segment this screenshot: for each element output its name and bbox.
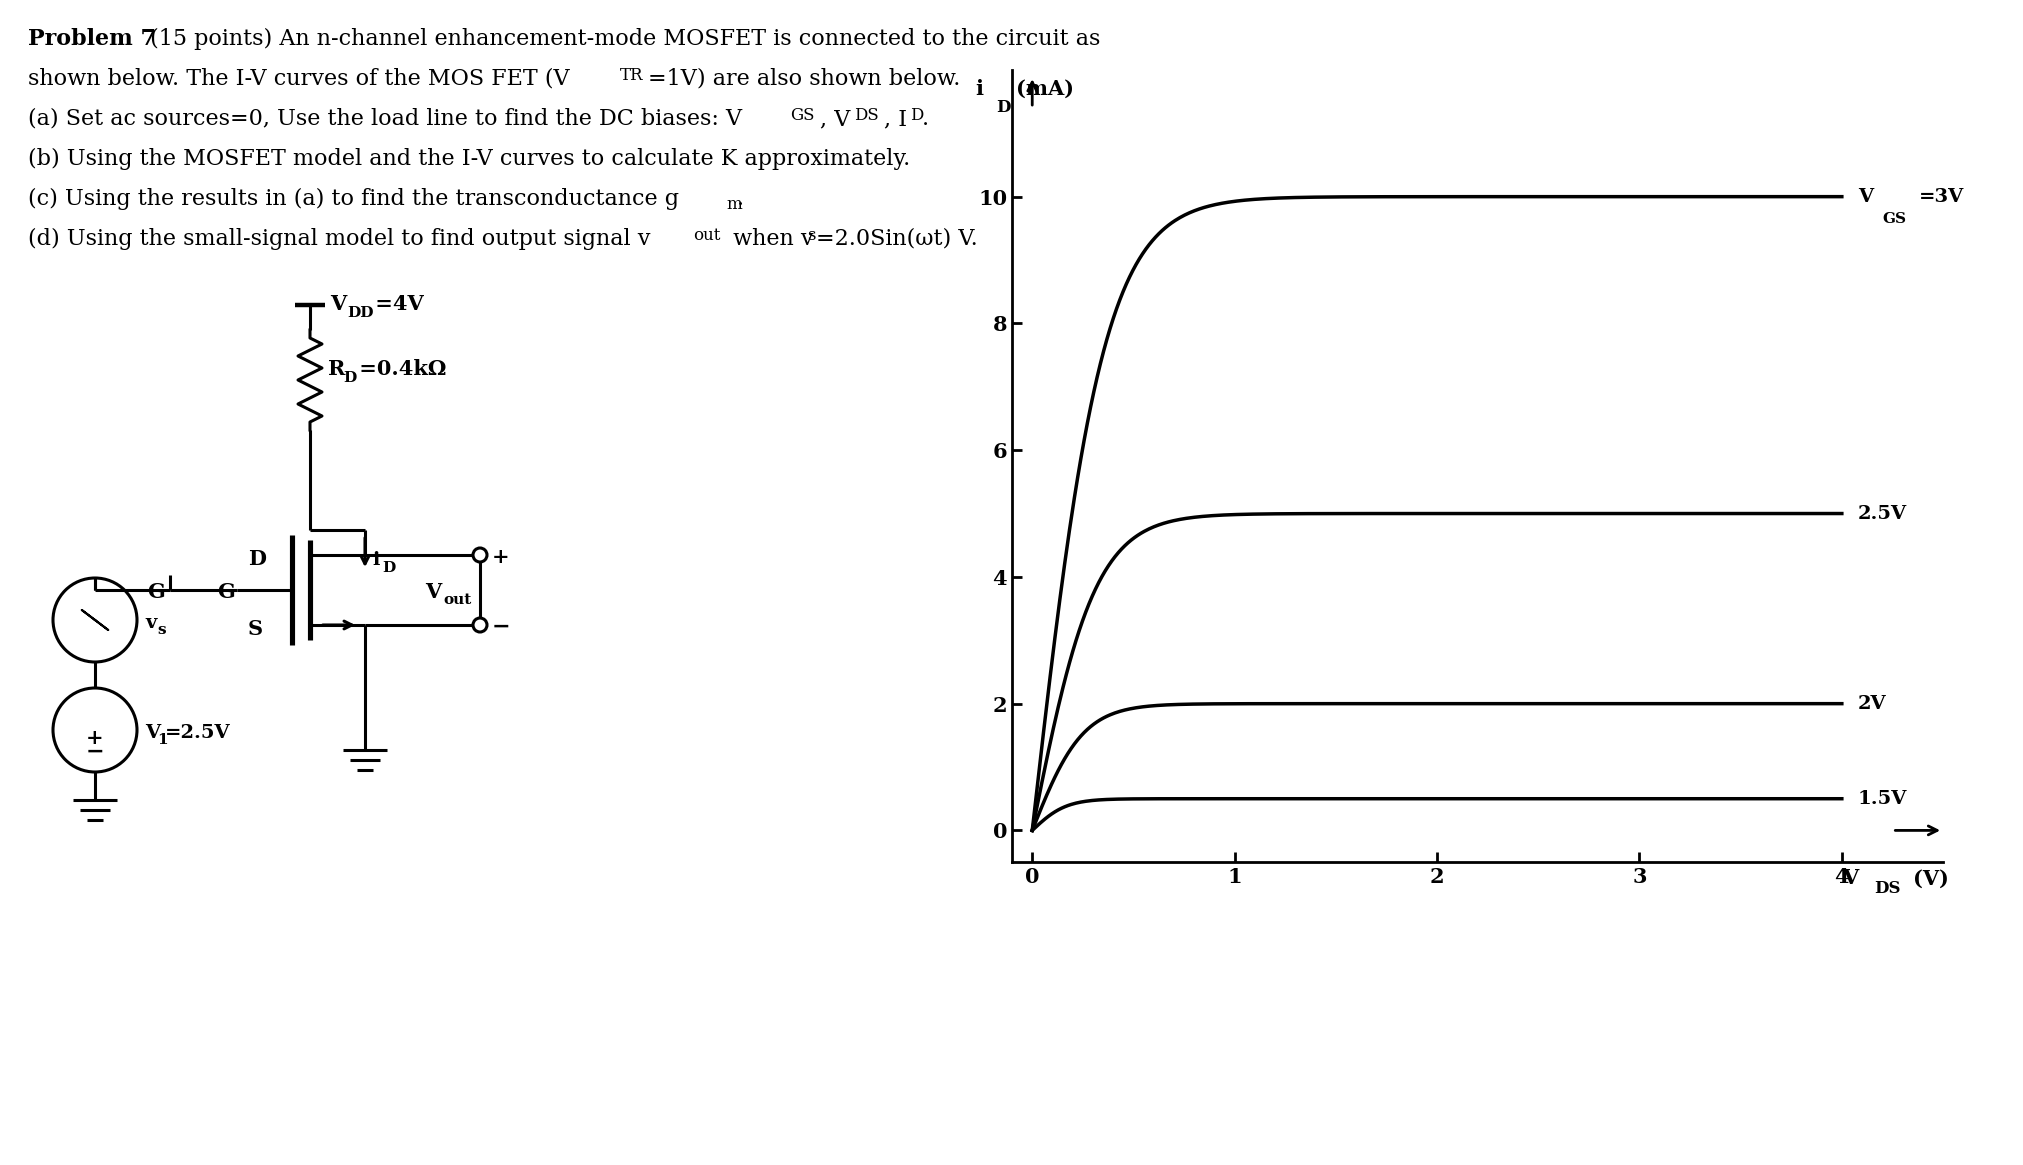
Text: DD: DD xyxy=(346,306,374,320)
Text: Problem 7: Problem 7 xyxy=(28,28,156,50)
Text: =3V: =3V xyxy=(1918,188,1962,206)
Text: D: D xyxy=(249,549,265,569)
Text: GS: GS xyxy=(1881,212,1906,226)
Text: +: + xyxy=(492,548,510,567)
Text: GS: GS xyxy=(789,107,813,123)
Text: V: V xyxy=(146,723,160,742)
Text: s: s xyxy=(807,227,815,243)
Text: =0.4kΩ: =0.4kΩ xyxy=(352,359,447,379)
Text: V: V xyxy=(1841,868,1857,889)
Text: (b) Using the MOSFET model and the I-V curves to calculate K approximately.: (b) Using the MOSFET model and the I-V c… xyxy=(28,148,910,170)
Text: DS: DS xyxy=(1873,880,1900,897)
Text: (15 points) An n-channel enhancement-mode MOSFET is connected to the circuit as: (15 points) An n-channel enhancement-mod… xyxy=(144,28,1101,50)
Text: =2.0Sin(ωt) V.: =2.0Sin(ωt) V. xyxy=(815,228,977,250)
Text: +: + xyxy=(87,728,103,748)
Text: TR: TR xyxy=(619,68,643,84)
Text: (mA): (mA) xyxy=(1016,79,1074,99)
Text: i: i xyxy=(372,551,378,569)
Text: −: − xyxy=(492,616,510,638)
Text: V: V xyxy=(425,582,441,602)
Text: D: D xyxy=(910,107,922,123)
Text: 1.5V: 1.5V xyxy=(1857,790,1906,807)
Text: out: out xyxy=(692,227,720,243)
Text: D: D xyxy=(382,562,394,576)
Text: (c) Using the results in (a) to find the transconductance g: (c) Using the results in (a) to find the… xyxy=(28,188,678,210)
Text: (a) Set ac sources=0, Use the load line to find the DC biases: V: (a) Set ac sources=0, Use the load line … xyxy=(28,108,742,130)
Text: G: G xyxy=(216,582,235,602)
Text: D: D xyxy=(342,370,356,384)
Text: shown below. The I-V curves of the MOS FET (V: shown below. The I-V curves of the MOS F… xyxy=(28,68,568,90)
Text: R: R xyxy=(328,359,346,379)
Text: i: i xyxy=(975,79,983,99)
Text: , I: , I xyxy=(884,108,906,130)
Text: G: G xyxy=(148,582,164,602)
Text: when v: when v xyxy=(726,228,813,250)
Text: V: V xyxy=(1857,188,1871,206)
Text: D: D xyxy=(995,99,1009,116)
Text: .: . xyxy=(736,188,744,210)
Text: 2.5V: 2.5V xyxy=(1857,504,1906,523)
Text: S: S xyxy=(249,619,263,638)
Text: out: out xyxy=(443,593,471,607)
Text: s: s xyxy=(158,623,166,637)
Text: −: − xyxy=(85,741,105,763)
Text: V: V xyxy=(330,294,346,315)
Text: (d) Using the small-signal model to find output signal v: (d) Using the small-signal model to find… xyxy=(28,228,649,250)
Text: .: . xyxy=(922,108,929,130)
Text: 1: 1 xyxy=(158,733,168,747)
Text: =4V: =4V xyxy=(368,294,423,315)
Text: =1V) are also shown below.: =1V) are also shown below. xyxy=(647,68,959,90)
Text: (V): (V) xyxy=(1912,868,1948,889)
Text: v: v xyxy=(146,614,156,631)
Text: m: m xyxy=(726,196,740,213)
Text: 2V: 2V xyxy=(1857,694,1885,713)
Text: =2.5V: =2.5V xyxy=(166,723,231,742)
Text: DS: DS xyxy=(854,107,878,123)
Text: , V: , V xyxy=(819,108,850,130)
